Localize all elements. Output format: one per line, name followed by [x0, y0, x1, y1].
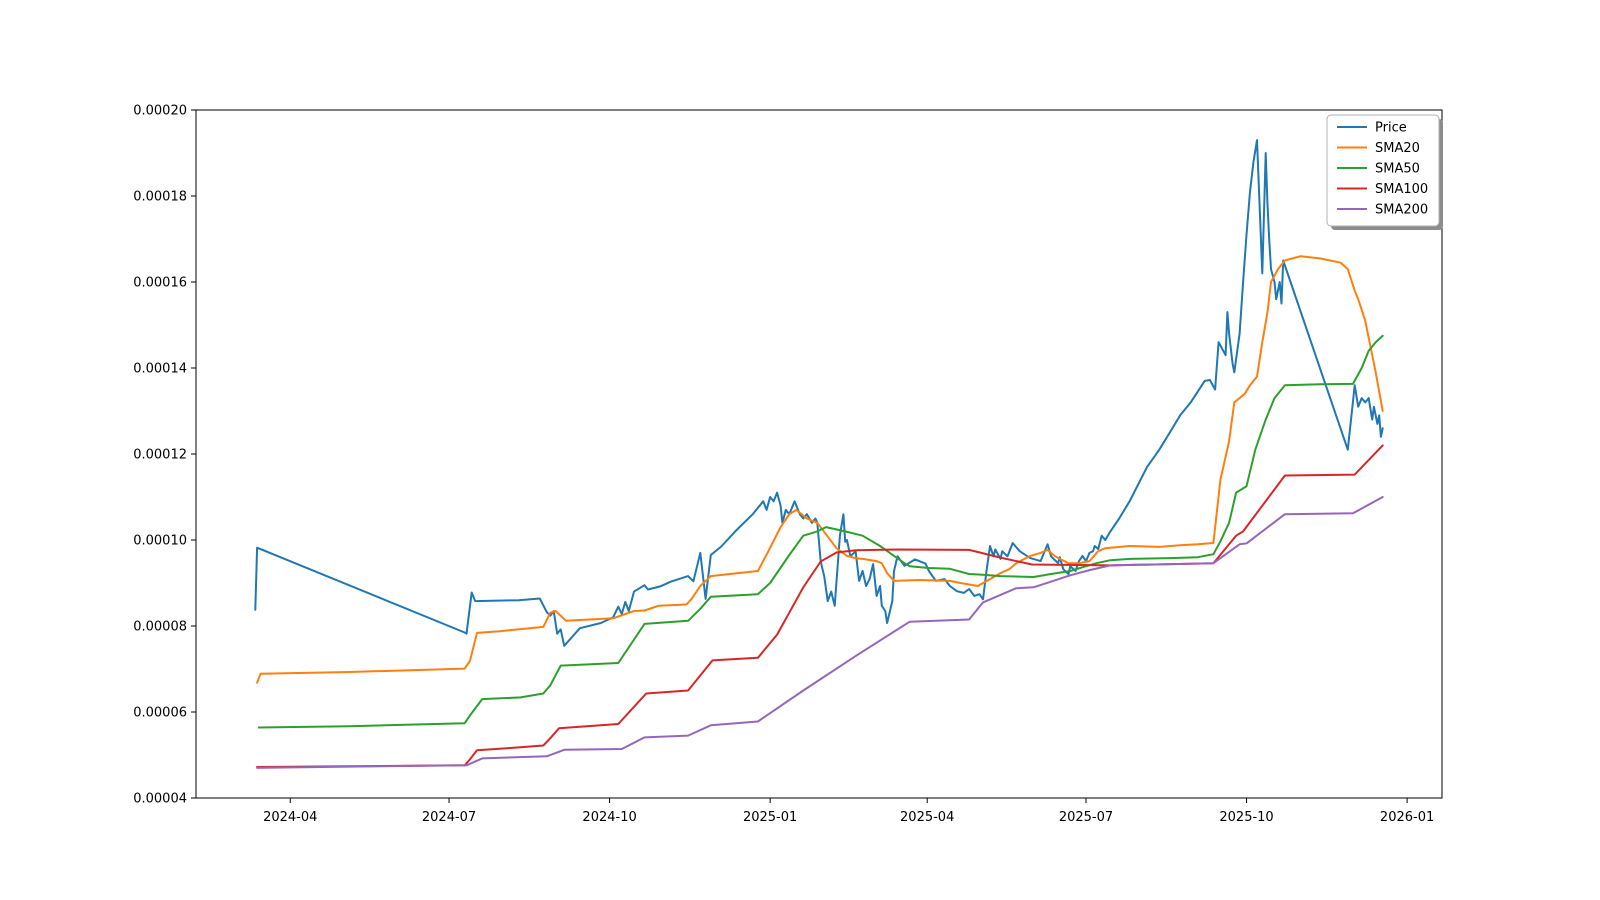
y-axis-tick-label: 0.00014 [133, 362, 187, 377]
x-axis-tick-label: 2025-01 [743, 810, 797, 825]
series-line-sma50 [257, 334, 1384, 729]
legend-box [1326, 114, 1440, 227]
x-axis-tick-label: 2026-01 [1380, 810, 1434, 825]
y-axis-tick-label: 0.00010 [133, 534, 187, 549]
legend-entry-sma50: SMA50 [1337, 162, 1420, 177]
x-axis-tick-label: 2024-10 [582, 810, 636, 825]
legend-entry-sma100: SMA100 [1337, 182, 1428, 197]
axes: 0.00004 0.00006 0.00008 0.00010 0.00012 0.000… [133, 104, 1434, 826]
plot-area [195, 109, 1443, 799]
legend-entry-sma20: SMA20 [1337, 141, 1420, 156]
legend-label: SMA100 [1375, 182, 1428, 197]
x-axis-tick-label: 2024-07 [422, 810, 476, 825]
legend-entry-sma200: SMA200 [1337, 203, 1428, 218]
series-line-sma200 [256, 496, 1384, 769]
y-axis-tick-label: 0.00020 [133, 104, 187, 119]
series-line-sma100 [256, 444, 1384, 768]
legend-label: Price [1375, 121, 1407, 136]
legend-label: SMA50 [1375, 162, 1420, 177]
y-axis-tick-label: 0.00012 [133, 448, 187, 463]
y-axis-tick-label: 0.00018 [133, 190, 187, 205]
series-line-price [254, 139, 1384, 647]
series-lines [254, 139, 1384, 769]
y-axis-tick-label: 0.00006 [133, 706, 187, 721]
x-axis-tick-label: 2024-04 [263, 810, 317, 825]
plot-frame [195, 109, 1443, 799]
legend-entry-price: Price [1337, 121, 1407, 136]
x-axis-tick-label: 2025-10 [1219, 810, 1273, 825]
y-axis-tick-label: 0.00016 [133, 276, 187, 291]
x-axis-tick-label: 2025-04 [900, 810, 954, 825]
legend-label: SMA200 [1375, 203, 1428, 218]
y-axis-tick-label: 0.00008 [133, 620, 187, 635]
legend: Price SMA20 SMA50 SMA100 SMA200 [1326, 114, 1443, 230]
series-line-sma20 [256, 255, 1384, 684]
legend-label: SMA20 [1375, 141, 1420, 156]
y-axis-tick-label: 0.00004 [133, 792, 187, 807]
x-axis-tick-label: 2025-07 [1059, 810, 1113, 825]
